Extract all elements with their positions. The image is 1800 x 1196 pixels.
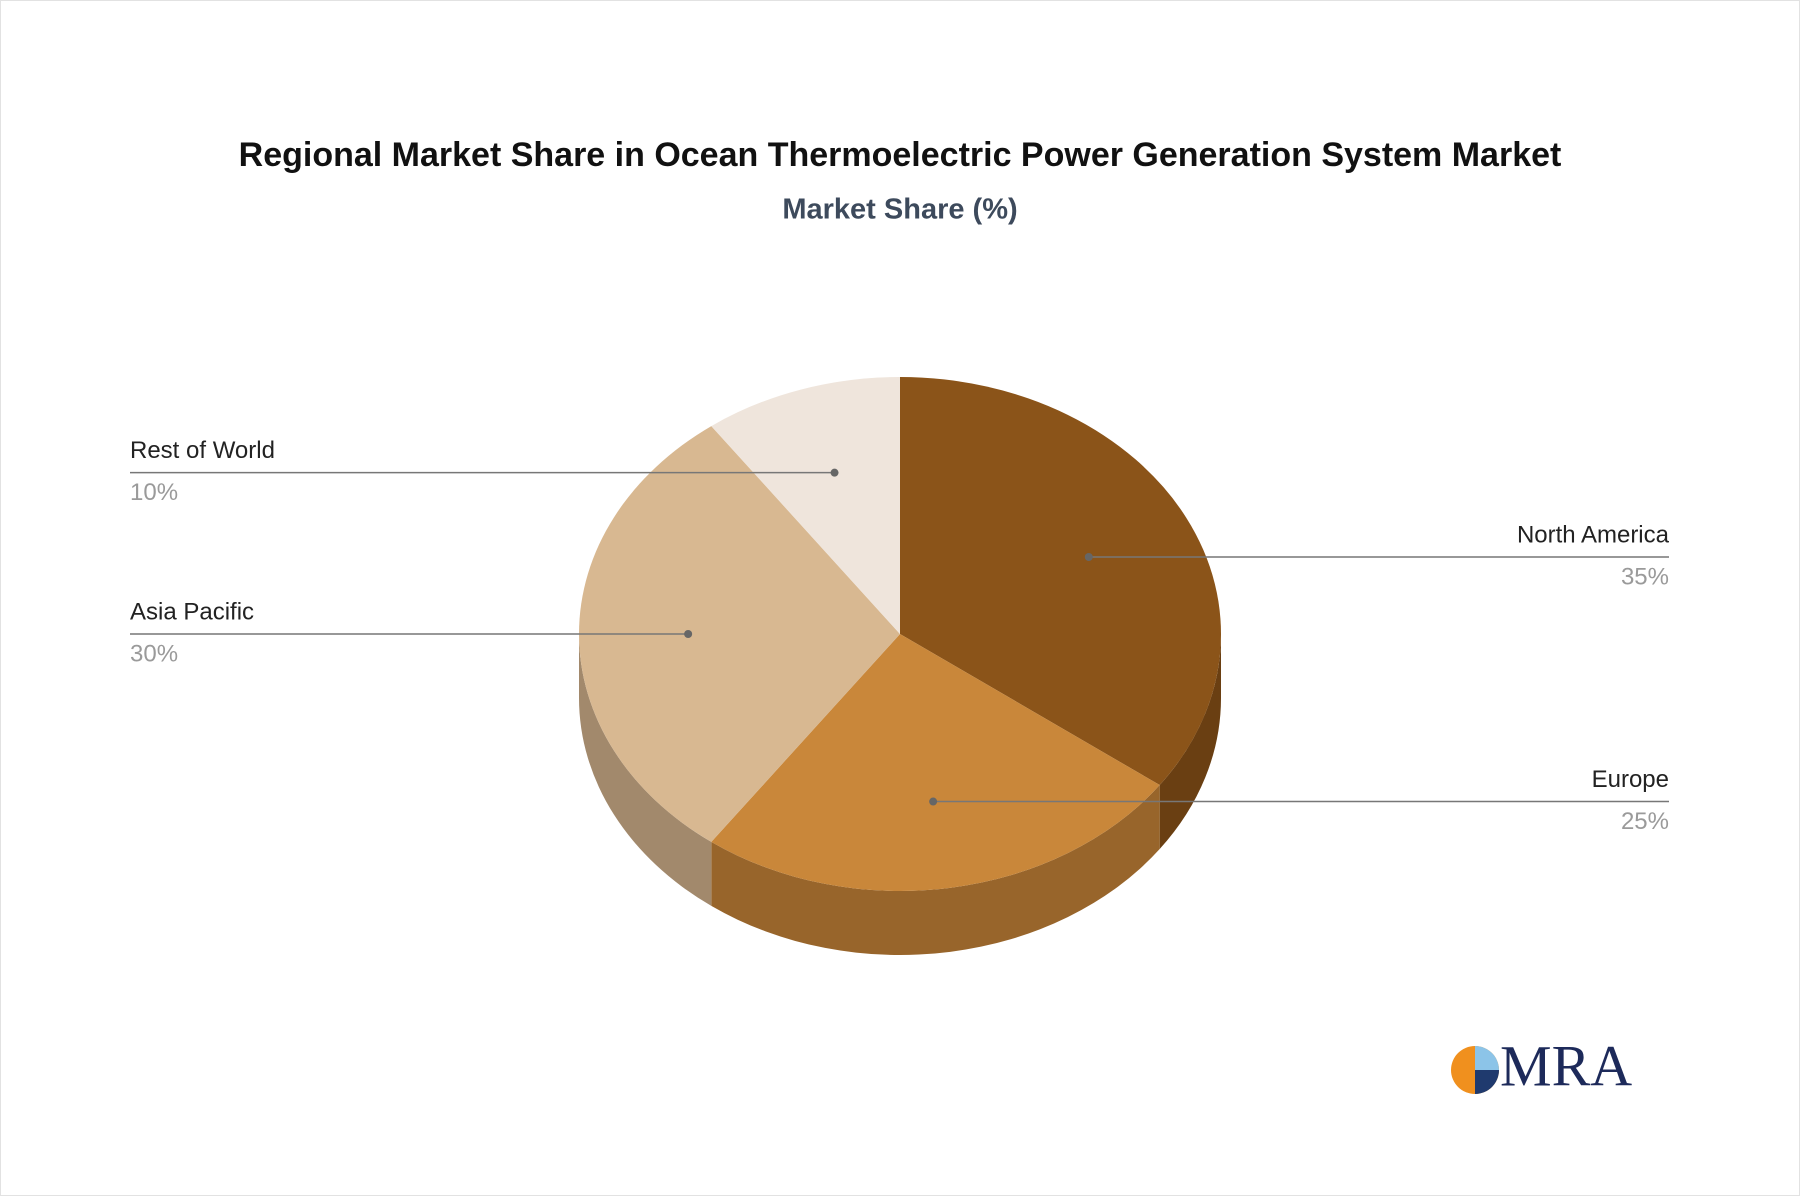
logo: MRA xyxy=(1451,1033,1632,1098)
value-label: 30% xyxy=(130,640,178,667)
slice-label: Rest of World xyxy=(130,437,275,464)
pie: North America 35% Europe 25% Asia Pacific 30%… xyxy=(130,377,1670,956)
leader-dot xyxy=(684,630,693,638)
slice-label: Asia Pacific xyxy=(130,598,254,625)
pie-slice xyxy=(711,377,900,634)
logo-icon-part xyxy=(1475,1070,1499,1094)
chart-subtitle: Market Share (%) xyxy=(782,194,1017,226)
pie-slice xyxy=(711,634,1160,891)
value-label: 25% xyxy=(1621,808,1669,835)
slice-label: Europe xyxy=(1592,766,1669,793)
leader-dot xyxy=(1084,552,1093,561)
leader-dot xyxy=(830,468,839,477)
leader-dot xyxy=(929,797,938,806)
value-label: 10% xyxy=(130,479,178,506)
pie-slice xyxy=(900,377,1221,786)
pie-side xyxy=(579,634,712,906)
logo-text: MRA xyxy=(1500,1033,1632,1098)
pie-slice xyxy=(578,426,900,842)
pie-side xyxy=(1159,634,1221,850)
chart-title: Regional Market Share in Ocean Thermoele… xyxy=(239,136,1562,174)
pie-side xyxy=(711,785,1160,956)
slice-label: North America xyxy=(1517,521,1670,548)
logo-icon-part xyxy=(1475,1046,1499,1070)
value-label: 35% xyxy=(1621,563,1669,590)
